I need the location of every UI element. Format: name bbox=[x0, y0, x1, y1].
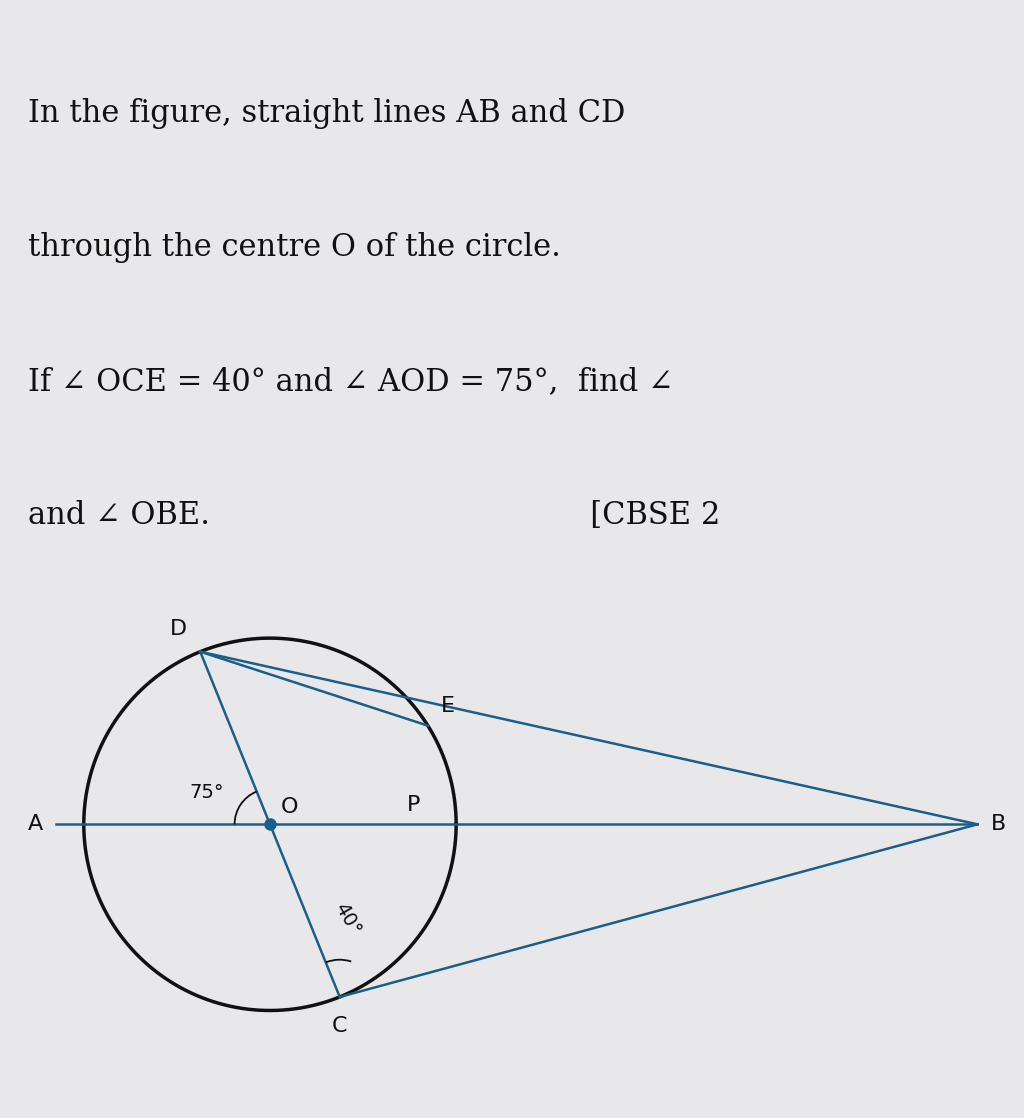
Text: E: E bbox=[441, 697, 455, 717]
Text: In the figure, straight lines AB and CD: In the figure, straight lines AB and CD bbox=[28, 98, 626, 130]
Text: If ∠ OCE = 40° and ∠ AOD = 75°,  find ∠: If ∠ OCE = 40° and ∠ AOD = 75°, find ∠ bbox=[28, 367, 674, 397]
Text: 75°: 75° bbox=[189, 783, 224, 802]
Text: O: O bbox=[282, 797, 299, 817]
Text: 40°: 40° bbox=[331, 899, 364, 938]
Text: and ∠ OBE.                                       [CBSE 2: and ∠ OBE. [CBSE 2 bbox=[28, 501, 720, 531]
Text: B: B bbox=[990, 814, 1006, 834]
Text: C: C bbox=[332, 1015, 347, 1035]
Text: through the centre O of the circle.: through the centre O of the circle. bbox=[28, 233, 561, 263]
Text: D: D bbox=[170, 618, 187, 638]
Text: A: A bbox=[28, 814, 43, 834]
Text: P: P bbox=[407, 795, 420, 815]
